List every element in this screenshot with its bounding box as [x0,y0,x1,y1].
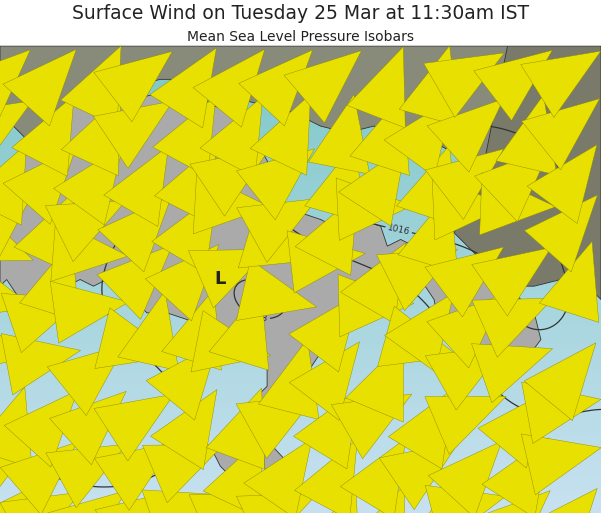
Polygon shape [0,46,601,273]
Polygon shape [263,448,291,486]
Text: 1012: 1012 [451,338,472,361]
Polygon shape [0,86,541,473]
Text: 1016: 1016 [386,223,411,237]
Text: L: L [215,270,226,288]
Text: 1008: 1008 [245,311,269,324]
Text: Surface Wind on Tuesday 25 Mar at 11:30am IST: Surface Wind on Tuesday 25 Mar at 11:30a… [72,4,529,23]
Polygon shape [454,46,601,300]
Text: Mean Sea Level Pressure Isobars: Mean Sea Level Pressure Isobars [187,30,414,44]
